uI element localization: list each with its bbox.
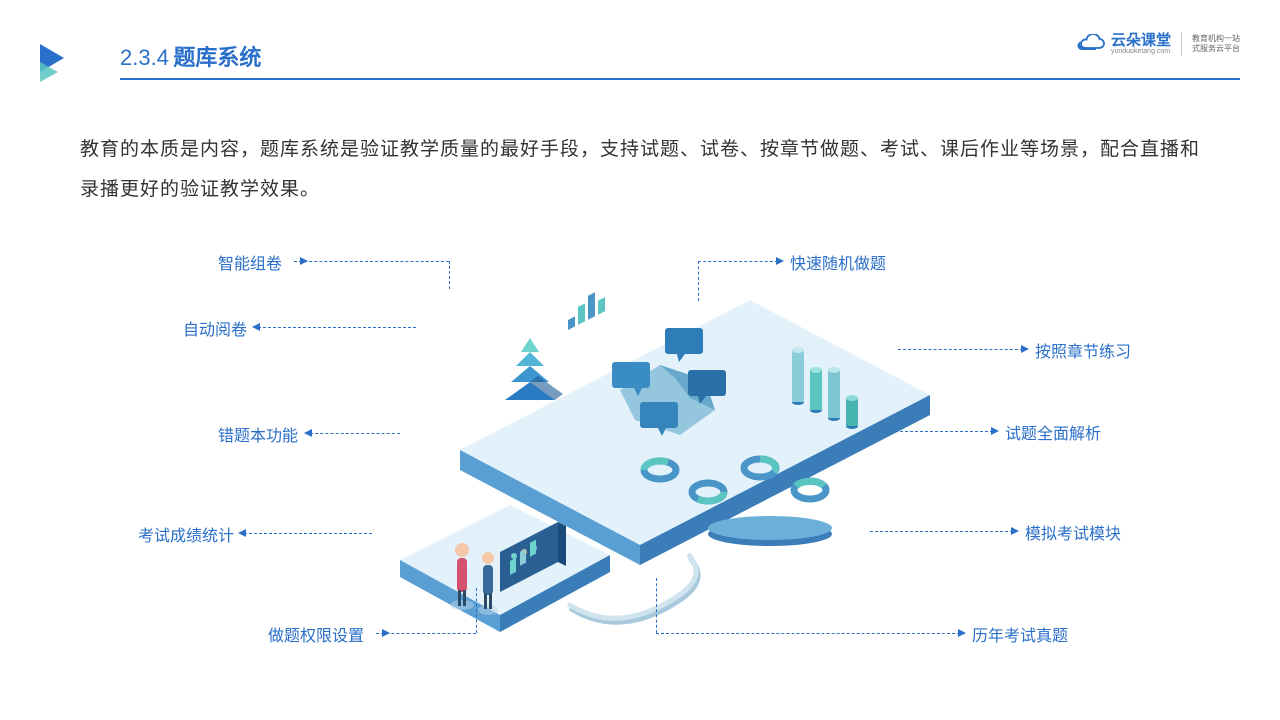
label-quick-random: 快速随机做题 xyxy=(790,250,886,274)
label-exam-stats: 考试成绩统计 xyxy=(138,522,234,546)
section-title: 题库系统 xyxy=(173,45,261,70)
label-permission: 做题权限设置 xyxy=(268,622,364,646)
label-error-book: 错题本功能 xyxy=(218,422,298,446)
section-number: 2.3.4 xyxy=(120,45,169,70)
isometric-platform-illustration xyxy=(370,280,950,660)
logo-divider xyxy=(1181,32,1182,56)
logo-url: yunduoketang.com xyxy=(1111,48,1171,55)
section-title-block: 2.3.4 题库系统 xyxy=(120,40,1240,80)
title-underline xyxy=(120,78,1240,80)
label-smart-compose: 智能组卷 xyxy=(218,250,282,274)
label-mock-exam: 模拟考试模块 xyxy=(1025,520,1121,544)
feature-diagram: 智能组卷 自动阅卷 错题本功能 考试成绩统计 做题权限设置 快速随机做题 按照章… xyxy=(0,230,1280,700)
brand-logo: 云朵课堂 yunduoketang.com 教育机构一站 式服务云平台 xyxy=(1077,32,1240,56)
section-arrow-icon xyxy=(40,40,70,80)
logo-tagline: 教育机构一站 式服务云平台 xyxy=(1192,34,1240,55)
label-past-papers: 历年考试真题 xyxy=(972,622,1068,646)
label-auto-grade: 自动阅卷 xyxy=(183,316,247,340)
logo-brand-text: 云朵课堂 xyxy=(1111,33,1171,48)
cloud-icon xyxy=(1077,34,1105,54)
section-description: 教育的本质是内容，题库系统是验证教学质量的最好手段，支持试题、试卷、按章节做题、… xyxy=(80,130,1200,210)
label-full-analysis: 试题全面解析 xyxy=(1005,420,1101,444)
label-chapter-practice: 按照章节练习 xyxy=(1035,338,1131,362)
